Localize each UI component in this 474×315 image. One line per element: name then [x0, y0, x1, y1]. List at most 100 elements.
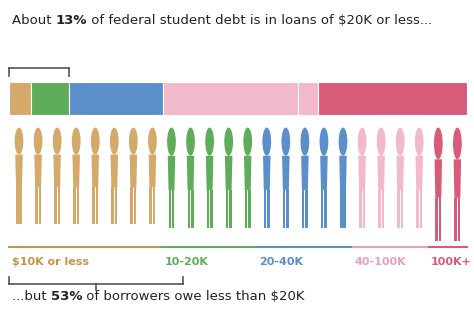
Ellipse shape	[167, 128, 176, 156]
Polygon shape	[419, 190, 422, 228]
Ellipse shape	[301, 128, 309, 156]
Polygon shape	[54, 187, 57, 224]
Polygon shape	[15, 155, 23, 187]
Polygon shape	[396, 156, 404, 190]
Polygon shape	[358, 156, 366, 190]
Polygon shape	[188, 190, 190, 228]
Polygon shape	[359, 190, 362, 228]
Ellipse shape	[53, 128, 62, 155]
Polygon shape	[416, 190, 419, 228]
Polygon shape	[321, 190, 323, 228]
Polygon shape	[377, 156, 385, 190]
Polygon shape	[129, 155, 137, 187]
Polygon shape	[401, 190, 403, 228]
Polygon shape	[378, 190, 381, 228]
Polygon shape	[58, 187, 60, 224]
Ellipse shape	[15, 128, 23, 155]
Polygon shape	[73, 155, 80, 187]
Ellipse shape	[358, 128, 366, 156]
Ellipse shape	[243, 128, 252, 156]
Polygon shape	[245, 190, 247, 228]
Polygon shape	[226, 190, 228, 228]
Polygon shape	[439, 198, 441, 241]
Polygon shape	[130, 187, 133, 224]
Polygon shape	[110, 155, 118, 187]
Polygon shape	[363, 190, 365, 228]
Text: 10-20K: 10-20K	[164, 257, 208, 267]
Bar	[298, 82, 318, 115]
Polygon shape	[172, 190, 174, 228]
Polygon shape	[73, 187, 76, 224]
Polygon shape	[225, 156, 232, 190]
Ellipse shape	[129, 128, 138, 155]
Polygon shape	[397, 190, 400, 228]
Polygon shape	[229, 190, 232, 228]
Polygon shape	[455, 198, 457, 241]
Polygon shape	[16, 187, 18, 224]
Polygon shape	[210, 190, 212, 228]
Bar	[163, 82, 298, 115]
Ellipse shape	[205, 128, 214, 156]
Polygon shape	[191, 190, 193, 228]
Polygon shape	[324, 190, 327, 228]
Polygon shape	[435, 198, 438, 241]
Polygon shape	[54, 155, 61, 187]
Polygon shape	[96, 187, 98, 224]
Polygon shape	[264, 190, 266, 228]
Polygon shape	[305, 190, 308, 228]
Ellipse shape	[377, 128, 385, 156]
Text: ...but: ...but	[12, 290, 51, 303]
Ellipse shape	[72, 128, 81, 155]
Polygon shape	[34, 155, 42, 187]
Text: of borrowers owe less than $20K: of borrowers owe less than $20K	[82, 290, 305, 303]
Ellipse shape	[282, 128, 290, 156]
Polygon shape	[435, 159, 442, 198]
Text: of federal student debt is in loans of $20K or less...: of federal student debt is in loans of $…	[87, 14, 432, 27]
Polygon shape	[320, 156, 328, 190]
Polygon shape	[267, 190, 270, 228]
Ellipse shape	[434, 128, 443, 159]
Polygon shape	[134, 187, 137, 224]
Ellipse shape	[148, 128, 157, 155]
Polygon shape	[263, 156, 271, 190]
Polygon shape	[187, 156, 194, 190]
Polygon shape	[206, 156, 213, 190]
Polygon shape	[149, 187, 152, 224]
Ellipse shape	[396, 128, 405, 156]
Polygon shape	[244, 156, 252, 190]
Polygon shape	[92, 187, 95, 224]
Polygon shape	[283, 190, 285, 228]
Text: 13%: 13%	[55, 14, 87, 27]
Bar	[31, 82, 69, 115]
Ellipse shape	[338, 128, 347, 156]
Polygon shape	[302, 190, 304, 228]
Bar	[69, 82, 163, 115]
Ellipse shape	[110, 128, 118, 155]
Polygon shape	[286, 190, 289, 228]
Polygon shape	[19, 187, 22, 224]
Polygon shape	[339, 156, 347, 190]
Polygon shape	[344, 190, 346, 228]
Polygon shape	[454, 159, 461, 198]
Polygon shape	[153, 187, 155, 224]
Ellipse shape	[319, 128, 328, 156]
Polygon shape	[340, 190, 343, 228]
Text: 20-40K: 20-40K	[260, 257, 304, 267]
Polygon shape	[416, 156, 423, 190]
Text: 100K+: 100K+	[431, 257, 472, 267]
Polygon shape	[149, 155, 156, 187]
Polygon shape	[382, 190, 384, 228]
Text: 40-100K: 40-100K	[355, 257, 407, 267]
Polygon shape	[458, 198, 460, 241]
Ellipse shape	[186, 128, 195, 156]
Ellipse shape	[34, 128, 43, 155]
Polygon shape	[91, 155, 99, 187]
Polygon shape	[115, 187, 117, 224]
Ellipse shape	[415, 128, 424, 156]
Bar	[318, 82, 467, 115]
Text: About: About	[12, 14, 55, 27]
Polygon shape	[301, 156, 309, 190]
Polygon shape	[38, 187, 41, 224]
Ellipse shape	[224, 128, 233, 156]
Polygon shape	[282, 156, 290, 190]
